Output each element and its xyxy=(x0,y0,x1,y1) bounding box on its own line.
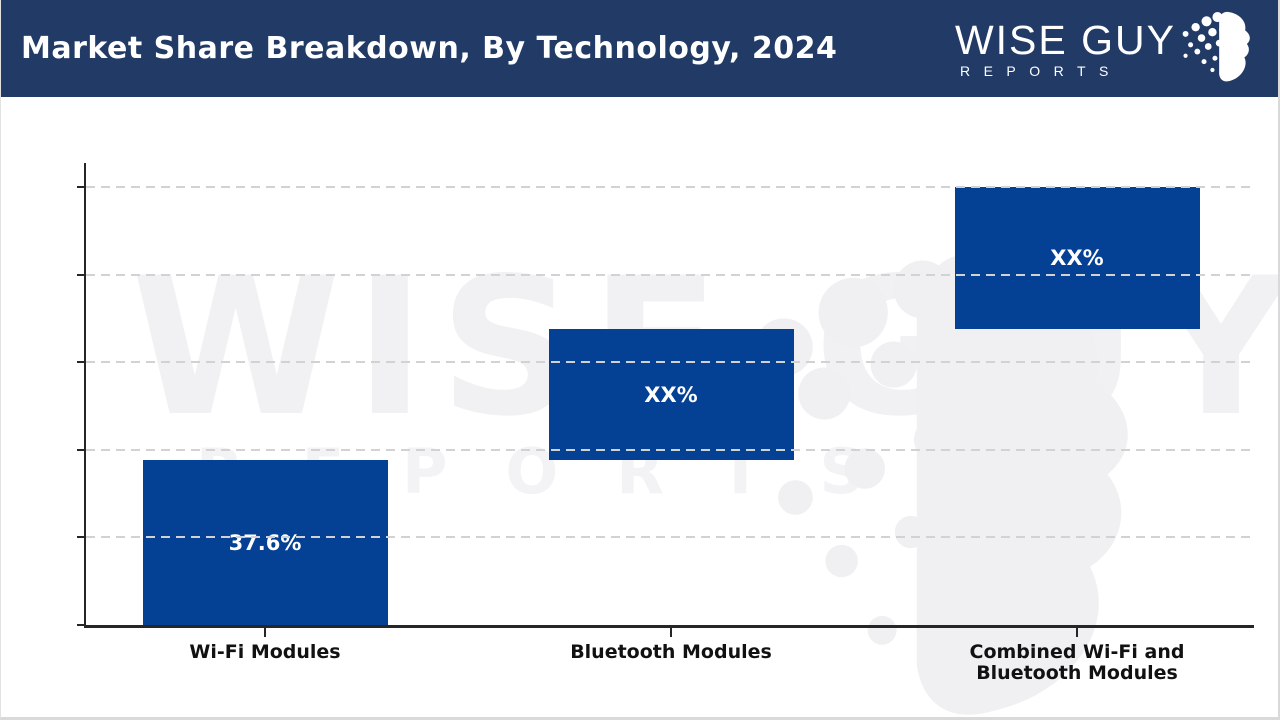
logo-brand-subtitle: REPORTS xyxy=(959,63,1122,79)
wiseguy-logo: WISE GUY REPORTS xyxy=(955,8,1262,90)
y-axis-tick xyxy=(77,624,85,626)
y-axis-tick xyxy=(77,361,85,364)
x-axis-line xyxy=(86,625,1254,628)
chart-plot-area: WISE GUY REPORTS 37.6%Wi-Fi ModulesXX%Bl… xyxy=(1,97,1278,717)
wiseguy-logo-text: WISE GUY REPORTS xyxy=(954,17,1176,79)
x-axis-category-label: Combined Wi-Fi and Bluetooth Modules xyxy=(969,641,1185,684)
y-gridline xyxy=(86,186,1254,188)
bar-segment: 37.6% xyxy=(142,460,388,625)
y-axis-tick xyxy=(77,273,85,276)
bar-value-label: XX% xyxy=(644,382,698,407)
y-gridline xyxy=(86,273,1254,276)
y-gridline xyxy=(86,448,1254,451)
bar-value-label: XX% xyxy=(1050,245,1104,270)
bar-segment: XX% xyxy=(954,187,1200,329)
wiseguy-face-icon xyxy=(1182,11,1250,82)
bar-segment: XX% xyxy=(548,328,794,461)
y-gridline xyxy=(86,361,1254,364)
y-axis-tick xyxy=(77,186,85,188)
bar-value-label: 37.6% xyxy=(228,530,302,555)
y-axis-tick xyxy=(77,448,85,451)
page-title: Market Share Breakdown, By Technology, 2… xyxy=(21,31,838,66)
x-axis-tick xyxy=(264,628,266,637)
x-axis-category-label: Bluetooth Modules xyxy=(570,641,772,663)
logo-brand-name: WISE GUY xyxy=(954,17,1176,63)
x-axis-category-label: Wi-Fi Modules xyxy=(189,641,341,663)
x-axis-tick xyxy=(1076,628,1078,637)
y-axis-line xyxy=(84,163,86,628)
y-axis-tick xyxy=(77,536,85,539)
header-bar: Market Share Breakdown, By Technology, 2… xyxy=(1,0,1278,97)
y-gridline xyxy=(86,536,1254,539)
x-axis-tick xyxy=(670,628,672,637)
